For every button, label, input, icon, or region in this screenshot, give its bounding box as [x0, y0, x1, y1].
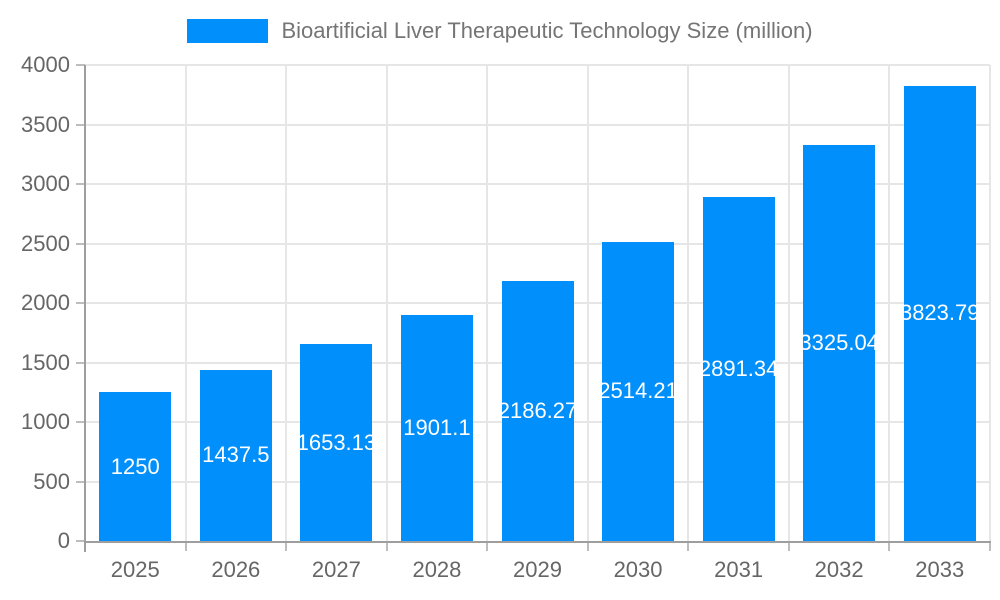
bar-value-label: 3823.79	[899, 300, 980, 326]
x-axis-line	[84, 541, 991, 543]
x-axis-tick-label: 2026	[211, 557, 261, 582]
y-axis-tick	[76, 480, 85, 483]
bar-2033[interactable]: 3823.79	[900, 85, 979, 541]
x-axis-tick-label: 2028	[412, 557, 462, 582]
y-axis-tick	[76, 183, 85, 185]
gridline-vertical	[787, 65, 790, 541]
x-axis-tick	[787, 542, 790, 551]
gridline-horizontal	[85, 183, 990, 185]
x-axis-tick-label: 2030	[613, 557, 663, 582]
y-axis-tick-label: 3500	[21, 111, 70, 137]
y-axis-line	[84, 65, 86, 552]
x-axis-tick	[687, 542, 690, 551]
x-axis-tick-label: 2027	[311, 557, 361, 582]
gridline-vertical	[989, 65, 991, 541]
x-axis-tick	[486, 542, 489, 551]
y-axis-tick-label: 500	[33, 468, 70, 494]
bar-value-label: 2514.21	[598, 378, 678, 404]
gridline-vertical	[285, 65, 288, 541]
bar-2027[interactable]: 1653.13	[297, 344, 376, 541]
y-axis-tick	[76, 421, 85, 423]
bar-2029[interactable]: 2186.27	[498, 280, 577, 541]
bar-2026[interactable]: 1437.5	[199, 369, 272, 541]
x-axis-tick-label: 2033	[915, 557, 965, 582]
x-axis-tick-label: 2029	[513, 557, 562, 582]
y-axis-tick	[76, 540, 85, 542]
y-axis-tick-label: 1000	[21, 409, 70, 434]
y-axis-tick	[76, 361, 85, 364]
x-axis-tick	[586, 542, 589, 551]
bar-value-label: 2186.27	[497, 397, 578, 423]
gridline-vertical	[486, 65, 489, 541]
x-axis-tick-label: 2032	[814, 557, 864, 582]
x-axis-tick	[285, 542, 288, 551]
x-axis-tick-label: 2025	[110, 557, 160, 582]
bar-value-label: 3325.04	[799, 330, 879, 356]
bar-value-label: 1653.13	[296, 429, 377, 455]
x-axis-tick	[184, 542, 187, 551]
legend-label[interactable]: Bioartificial Liver Therapeutic Technolo…	[281, 18, 813, 43]
gridline-vertical	[184, 65, 187, 541]
x-axis-tick	[989, 542, 991, 551]
bar-value-label: 1437.5	[202, 442, 270, 468]
gridline-vertical	[385, 65, 388, 541]
bar-2032[interactable]: 3325.04	[799, 145, 879, 541]
chart-legend: Bioartificial Liver Therapeutic Technolo…	[0, 12, 1000, 50]
gridline-horizontal	[85, 123, 990, 126]
bar-2030[interactable]: 2514.21	[598, 241, 678, 541]
y-axis-tick	[76, 64, 85, 66]
y-axis-tick	[76, 123, 85, 126]
gridline-horizontal	[85, 242, 990, 245]
gridline-vertical	[888, 65, 891, 541]
bar-value-label: 1901.1	[403, 414, 471, 440]
y-axis-tick-label: 4000	[21, 52, 70, 77]
gridline-horizontal	[85, 64, 990, 66]
x-axis-tick-label: 2031	[714, 557, 764, 582]
x-axis-tick	[385, 542, 388, 551]
bar-2025[interactable]: 1250	[99, 392, 172, 541]
bar-2031[interactable]: 2891.34	[699, 196, 778, 541]
x-axis-tick	[888, 542, 891, 551]
y-axis-tick-label: 2000	[21, 290, 70, 315]
gridline-vertical	[586, 65, 589, 541]
bar-value-label: 2891.34	[698, 355, 779, 381]
y-axis-tick	[76, 242, 85, 245]
gridline-vertical	[687, 65, 690, 541]
y-axis-tick-label: 3000	[21, 171, 70, 196]
y-axis-tick	[76, 302, 85, 304]
bar-value-label: 1250	[110, 453, 160, 479]
y-axis-tick-label: 1500	[21, 349, 70, 375]
bar-2028[interactable]: 1901.1	[400, 314, 473, 541]
y-axis-tick-label: 2500	[21, 230, 70, 256]
y-axis-tick-label: 0	[57, 528, 70, 553]
legend-swatch-icon[interactable]	[187, 19, 269, 43]
